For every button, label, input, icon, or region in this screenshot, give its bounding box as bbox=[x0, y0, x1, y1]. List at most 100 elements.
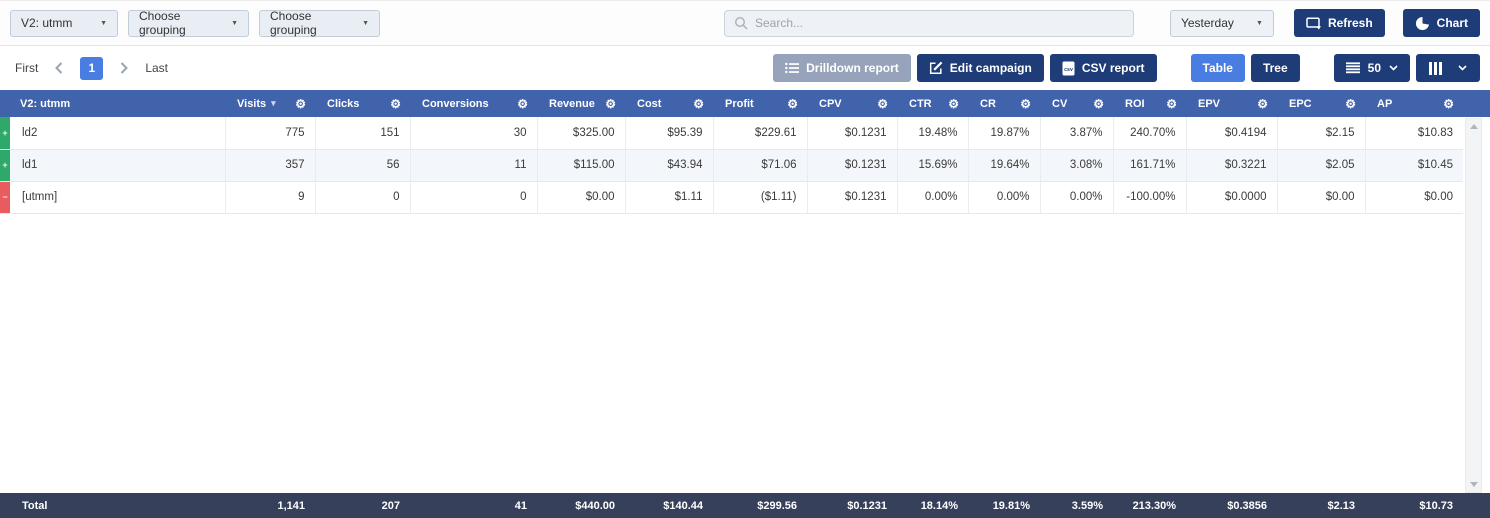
column-header-cpv[interactable]: CPV ⚙ bbox=[819, 96, 888, 111]
report-actions: Drilldown report Edit campaign csv CSV r… bbox=[773, 54, 1480, 82]
total-conversions: 41 bbox=[514, 499, 527, 512]
cell-revenue: $0.00 bbox=[536, 181, 625, 214]
column-header-name[interactable]: V2: utmm bbox=[20, 97, 71, 110]
cell-epv: $0.4194 bbox=[1185, 117, 1277, 150]
total-cost: $140.44 bbox=[663, 499, 703, 512]
status-indicator-negative: − bbox=[0, 181, 10, 213]
gear-icon[interactable]: ⚙ bbox=[693, 96, 704, 111]
csv-report-label: CSV report bbox=[1081, 61, 1145, 75]
vertical-scrollbar[interactable] bbox=[1465, 118, 1482, 493]
dropdown-caret-icon: ▼ bbox=[100, 19, 107, 27]
chart-button-label: Chart bbox=[1436, 16, 1468, 30]
grouping-dropdown-primary[interactable]: V2: utmm ▼ bbox=[10, 9, 118, 37]
total-roi: 213.30% bbox=[1132, 499, 1176, 512]
column-header-visits[interactable]: Visits ▾ ⚙ bbox=[237, 96, 306, 111]
refresh-button[interactable]: Refresh bbox=[1293, 9, 1385, 37]
table-row-ld2[interactable]: + ld2 775 151 30 $325.00 $95.39 $229.61 $… bbox=[0, 117, 1463, 150]
table-row-ld1[interactable]: + ld1 357 56 11 $115.00 $43.94 $71.06 $0.… bbox=[0, 149, 1463, 182]
report-table-header: V2: utmm Visits ▾ ⚙ Clicks ⚙ Conversions ⚙ R… bbox=[0, 90, 1490, 117]
cell-visits: 9 bbox=[224, 181, 315, 214]
cell-ctr: 15.69% bbox=[896, 149, 968, 182]
date-range-dropdown[interactable]: Yesterday ▼ bbox=[1169, 9, 1274, 37]
pagination-page-1[interactable]: 1 bbox=[80, 56, 104, 80]
csv-report-button[interactable]: csv CSV report bbox=[1049, 54, 1157, 82]
scroll-down-icon[interactable] bbox=[1469, 482, 1478, 487]
cell-cv: 3.87% bbox=[1039, 117, 1113, 150]
gear-icon[interactable]: ⚙ bbox=[1093, 96, 1104, 111]
gear-icon[interactable]: ⚙ bbox=[1020, 96, 1031, 111]
refresh-button-label: Refresh bbox=[1327, 16, 1373, 30]
column-header-epv[interactable]: EPV ⚙ bbox=[1198, 96, 1268, 111]
column-header-profit[interactable]: Profit ⚙ bbox=[725, 96, 798, 111]
column-header-epc[interactable]: EPC ⚙ bbox=[1289, 96, 1356, 111]
gear-icon[interactable]: ⚙ bbox=[1166, 96, 1177, 111]
search-box[interactable] bbox=[723, 9, 1134, 37]
cell-clicks: 56 bbox=[314, 149, 410, 182]
cell-cr: 19.87% bbox=[967, 117, 1040, 150]
cell-profit: $229.61 bbox=[712, 117, 807, 150]
row-name: ld2 bbox=[22, 126, 38, 139]
cell-cost: $1.11 bbox=[624, 181, 713, 214]
grouping-dropdown-3[interactable]: Choose grouping ▼ bbox=[259, 9, 380, 37]
search-input[interactable] bbox=[754, 16, 1124, 30]
chevron-right-icon[interactable] bbox=[120, 62, 129, 74]
page-size-dropdown[interactable]: 50 bbox=[1333, 54, 1410, 82]
total-cv: 3.59% bbox=[1071, 499, 1103, 512]
grouping-dropdown-2[interactable]: Choose grouping ▼ bbox=[128, 9, 249, 37]
cell-cr: 19.64% bbox=[967, 149, 1040, 182]
total-cpv: $0.1231 bbox=[847, 499, 887, 512]
table-row-utmm[interactable]: − [utmm] 9 0 0 $0.00 $1.11 ($1.11) $0.123… bbox=[0, 181, 1463, 214]
gear-icon[interactable]: ⚙ bbox=[517, 96, 528, 111]
dropdown-caret-icon: ▼ bbox=[362, 19, 369, 27]
gear-icon[interactable]: ⚙ bbox=[877, 96, 888, 111]
pie-chart-icon bbox=[1415, 16, 1430, 31]
view-table-button[interactable]: Table bbox=[1190, 54, 1245, 82]
cell-visits: 775 bbox=[224, 117, 315, 150]
total-revenue: $440.00 bbox=[575, 499, 615, 512]
cell-revenue: $325.00 bbox=[536, 117, 625, 150]
column-header-ap[interactable]: AP ⚙ bbox=[1377, 96, 1454, 111]
chevron-left-icon[interactable] bbox=[55, 62, 63, 74]
column-header-cost[interactable]: Cost ⚙ bbox=[637, 96, 704, 111]
column-header-revenue[interactable]: Revenue ⚙ bbox=[549, 96, 616, 111]
column-header-roi[interactable]: ROI ⚙ bbox=[1125, 96, 1177, 111]
gear-icon[interactable]: ⚙ bbox=[787, 96, 798, 111]
total-visits: 1,141 bbox=[277, 499, 305, 512]
gear-icon[interactable]: ⚙ bbox=[948, 96, 959, 111]
gear-icon[interactable]: ⚙ bbox=[295, 96, 306, 111]
gear-icon[interactable]: ⚙ bbox=[1345, 96, 1356, 111]
gear-icon[interactable]: ⚙ bbox=[1443, 96, 1454, 111]
column-header-cv[interactable]: CV ⚙ bbox=[1052, 96, 1104, 111]
cell-visits: 357 bbox=[224, 149, 315, 182]
edit-campaign-button[interactable]: Edit campaign bbox=[916, 54, 1044, 82]
grouping-dropdown-2-label: Choose grouping bbox=[139, 9, 186, 37]
scroll-up-icon[interactable] bbox=[1469, 124, 1478, 129]
total-epv: $0.3856 bbox=[1227, 499, 1267, 512]
column-header-conversions[interactable]: Conversions ⚙ bbox=[422, 96, 528, 111]
columns-dropdown[interactable] bbox=[1416, 54, 1480, 82]
list-icon bbox=[785, 62, 800, 74]
pagination-last[interactable]: Last bbox=[145, 61, 169, 75]
gear-icon[interactable]: ⚙ bbox=[605, 96, 616, 111]
gear-icon[interactable]: ⚙ bbox=[1257, 96, 1268, 111]
cell-roi: -100.00% bbox=[1112, 181, 1186, 214]
grouping-dropdown-3-label: Choose grouping bbox=[270, 9, 317, 37]
page-size-value: 50 bbox=[1367, 61, 1381, 75]
column-header-cr[interactable]: CR ⚙ bbox=[980, 96, 1031, 111]
cell-cpv: $0.1231 bbox=[806, 181, 897, 214]
cell-clicks: 151 bbox=[314, 117, 410, 150]
cell-cv: 0.00% bbox=[1039, 181, 1113, 214]
drilldown-report-button[interactable]: Drilldown report bbox=[773, 54, 911, 82]
status-indicator-positive: + bbox=[0, 117, 10, 149]
gear-icon[interactable]: ⚙ bbox=[390, 96, 401, 111]
view-tree-button[interactable]: Tree bbox=[1250, 54, 1300, 82]
column-header-ctr[interactable]: CTR ⚙ bbox=[909, 96, 959, 111]
cell-cr: 0.00% bbox=[967, 181, 1040, 214]
chart-button[interactable]: Chart bbox=[1402, 9, 1480, 37]
row-name: [utmm] bbox=[22, 191, 58, 203]
dropdown-caret-icon: ▼ bbox=[1256, 19, 1263, 27]
column-header-clicks[interactable]: Clicks ⚙ bbox=[327, 96, 401, 111]
pagination-first[interactable]: First bbox=[15, 61, 39, 75]
status-indicator-positive: + bbox=[0, 149, 10, 181]
